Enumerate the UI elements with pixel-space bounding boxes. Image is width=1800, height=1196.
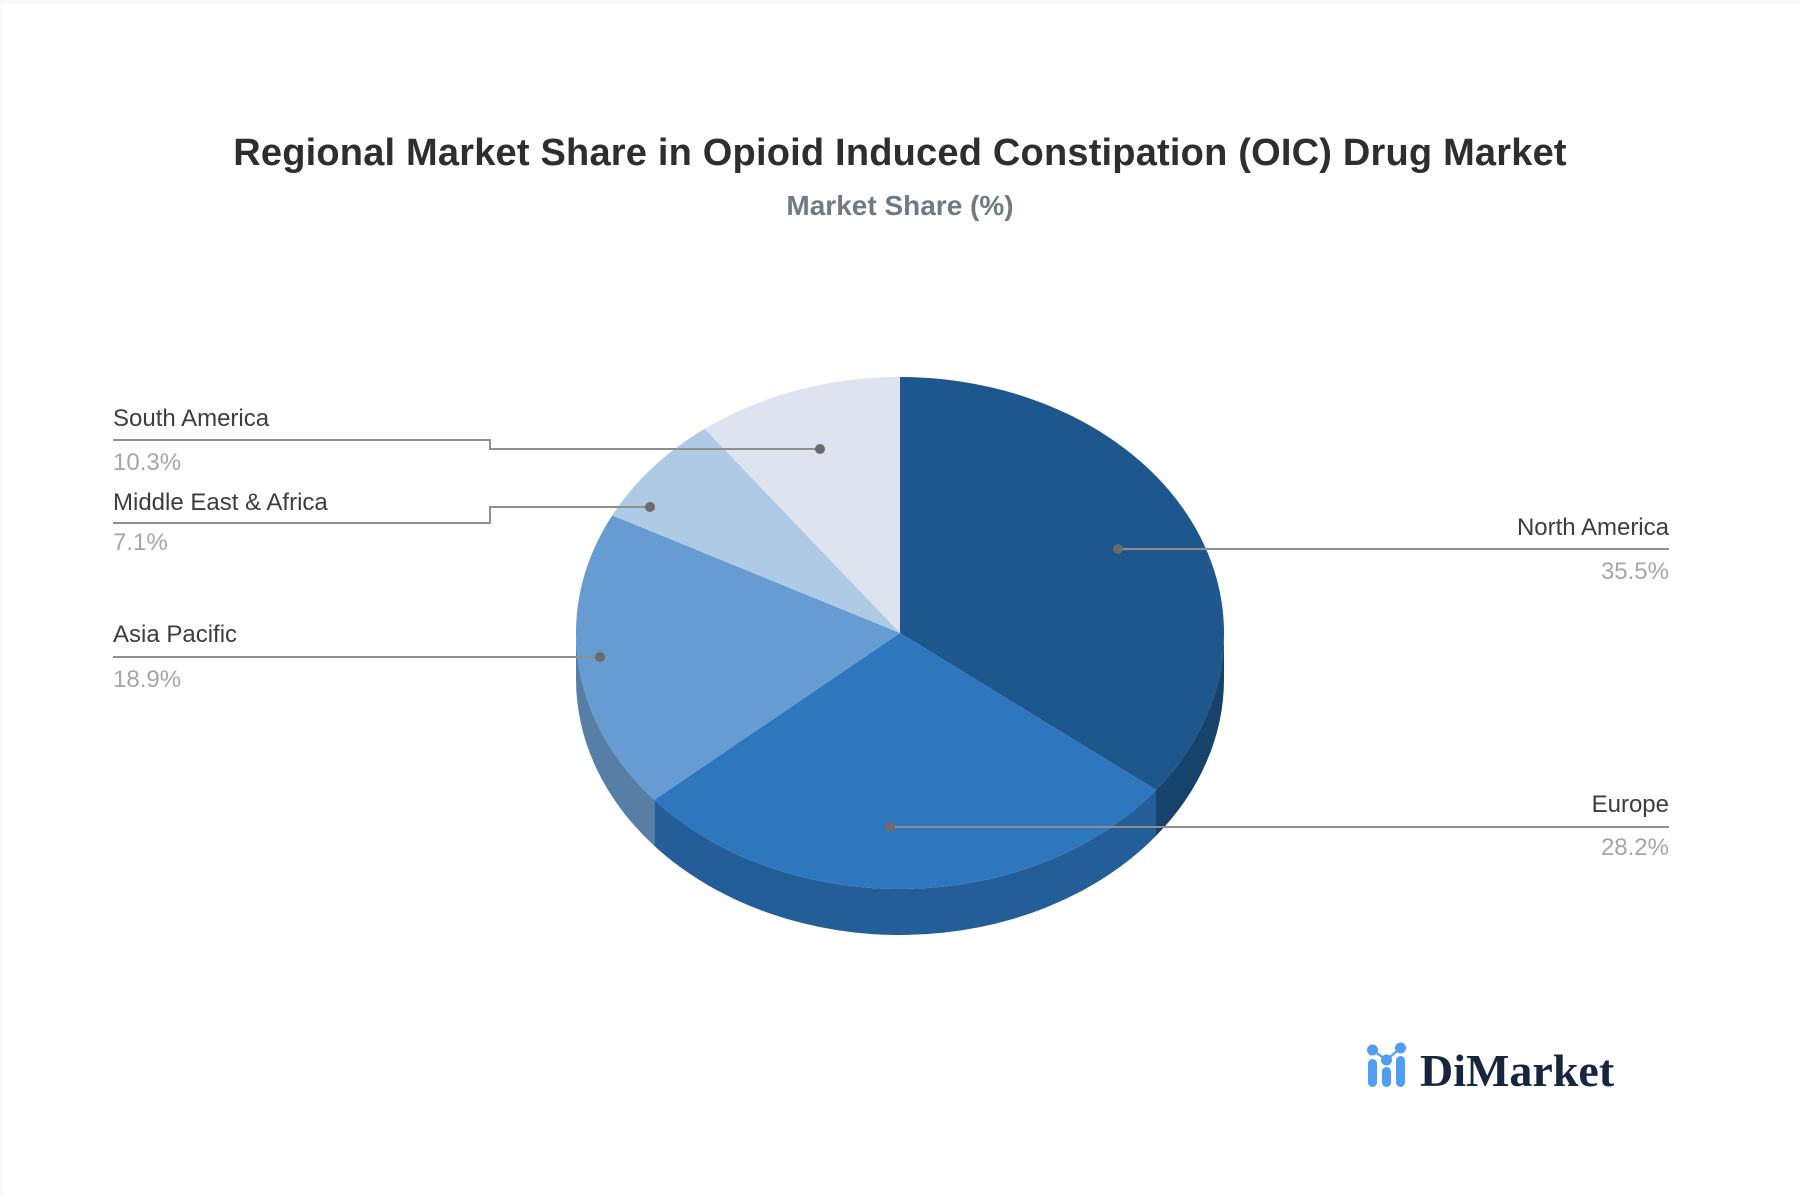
- leader-dots: [595, 444, 1123, 832]
- slice-pct-label-europe: 28.2%: [1600, 834, 1669, 861]
- slice-pct-label-north-america: 35.5%: [1600, 558, 1669, 585]
- leader-dot-north-america: [1113, 544, 1123, 554]
- leader-dot-south-america: [815, 444, 825, 454]
- bar-chart-trend-icon: [1367, 1042, 1406, 1087]
- leader-line-south-america: [113, 439, 820, 450]
- pie-side-north-america: [1156, 633, 1224, 836]
- leader-dot-middle-east-africa: [645, 502, 655, 512]
- leader-dot-europe: [885, 822, 895, 832]
- slice-pct-label-asia-pacific: 18.9%: [113, 666, 182, 693]
- slice-pct-label-south-america: 10.3%: [113, 449, 182, 476]
- page-top-border: [0, 0, 1800, 4]
- pie-slice-middle-east-africa[interactable]: [612, 428, 900, 633]
- chart-subtitle: Market Share (%): [786, 190, 1014, 221]
- pie-slice-north-america[interactable]: [900, 377, 1225, 790]
- pie-slices: [575, 377, 1225, 890]
- leader-dot-asia-pacific: [595, 652, 605, 662]
- leader-lines: [113, 439, 1669, 828]
- pie-slice-europe[interactable]: [654, 633, 1157, 890]
- slice-name-label-europe: Europe: [1591, 791, 1669, 818]
- slice-name-label-north-america: North America: [1516, 514, 1669, 541]
- slice-name-label-asia-pacific: Asia Pacific: [113, 621, 238, 648]
- page-left-border: [0, 0, 2, 1196]
- pie-3d-sides: [576, 633, 1224, 936]
- slice-pct-label-middle-east-africa: 7.1%: [113, 529, 168, 556]
- pie-side-asia-pacific: [576, 633, 655, 846]
- pie-slice-asia-pacific[interactable]: [575, 515, 900, 800]
- dimarket-logo: DiMarket: [1367, 1042, 1615, 1096]
- slice-name-label-middle-east-africa: Middle East & Africa: [113, 489, 328, 516]
- pie-side-europe: [654, 789, 1157, 936]
- slice-name-label-south-america: South America: [113, 405, 270, 432]
- leader-line-middle-east-africa: [113, 506, 650, 524]
- logo-wordmark: DiMarket: [1420, 1045, 1615, 1096]
- chart-title: Regional Market Share in Opioid Induced …: [233, 132, 1567, 174]
- pie-slice-south-america[interactable]: [704, 377, 900, 633]
